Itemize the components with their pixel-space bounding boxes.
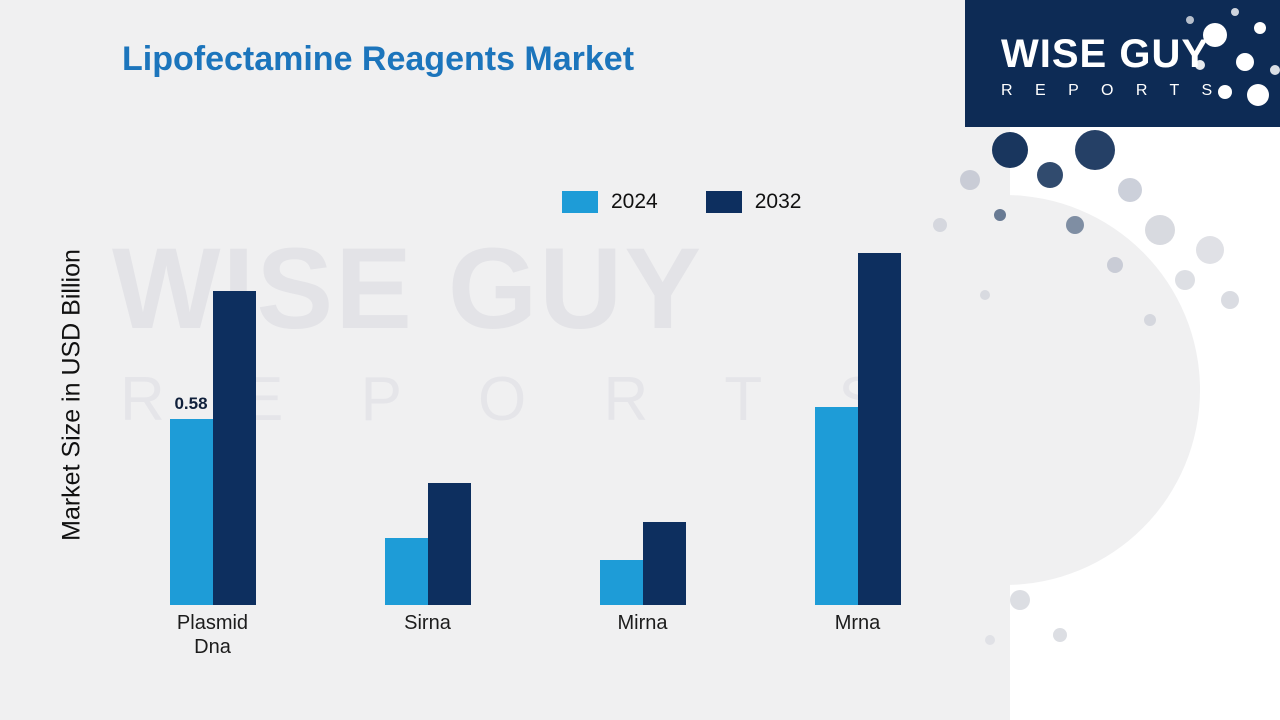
category-label-mirna: Mirna	[535, 612, 750, 659]
bar-column: 0.58	[169, 394, 213, 605]
bar-2024-mirna	[599, 560, 643, 605]
bar-column	[599, 560, 643, 605]
y-axis-label: Market Size in USD Billion	[57, 249, 86, 541]
bar-value-label: 0.58	[174, 394, 208, 413]
bar-group-mirna	[535, 221, 750, 605]
category-label-sirna: Sirna	[320, 612, 535, 659]
bar-group-mrna	[750, 221, 965, 605]
logo-subtitle: R E P O R T S	[1001, 82, 1222, 99]
bar-2032-sirna	[427, 483, 471, 605]
category-labels: Plasmid Dna Sirna Mirna Mrna	[105, 612, 965, 659]
bar-2032-mirna	[642, 522, 686, 605]
plot-area: 0.58	[105, 221, 965, 605]
bar-2024-sirna	[384, 538, 428, 605]
chart-title: Lipofectamine Reagents Market	[122, 40, 635, 78]
legend-item-2024: 2024	[562, 190, 658, 214]
bar-group-plasmid-dna: 0.58	[105, 221, 320, 605]
bar-column	[814, 407, 858, 605]
legend-swatch-2024	[562, 191, 598, 213]
category-label-text: Plasmid Dna	[176, 612, 249, 658]
logo-wordmark: WISE GUY	[1001, 32, 1210, 76]
category-label-mrna: Mrna	[750, 612, 965, 659]
legend-swatch-2032	[705, 191, 742, 213]
bar-column	[384, 538, 428, 605]
legend: 2024 2032	[562, 190, 801, 214]
logo: WISE GUY R E P O R T S	[965, 0, 1280, 127]
bar-2032-mrna	[857, 253, 901, 605]
bar-column	[427, 483, 471, 605]
legend-label: 2032	[754, 190, 802, 213]
logo-face-icon	[1186, 8, 1280, 106]
watermark-line1: WISE GUY	[112, 225, 704, 353]
bar-column	[857, 253, 901, 605]
bar-2024-plasmid-dna	[169, 419, 213, 605]
bar-group-sirna	[320, 221, 535, 605]
category-label-text: Mirna	[617, 612, 668, 634]
bar-2024-mrna	[814, 407, 858, 605]
legend-label: 2024	[611, 190, 658, 213]
category-label-text: Mrna	[834, 612, 881, 634]
legend-item-2032: 2032	[705, 190, 802, 214]
bar-2032-plasmid-dna	[212, 291, 256, 605]
bar-column	[212, 291, 256, 605]
category-label-plasmid-dna: Plasmid Dna	[105, 612, 320, 659]
bar-column	[642, 522, 686, 605]
category-label-text: Sirna	[404, 612, 451, 634]
